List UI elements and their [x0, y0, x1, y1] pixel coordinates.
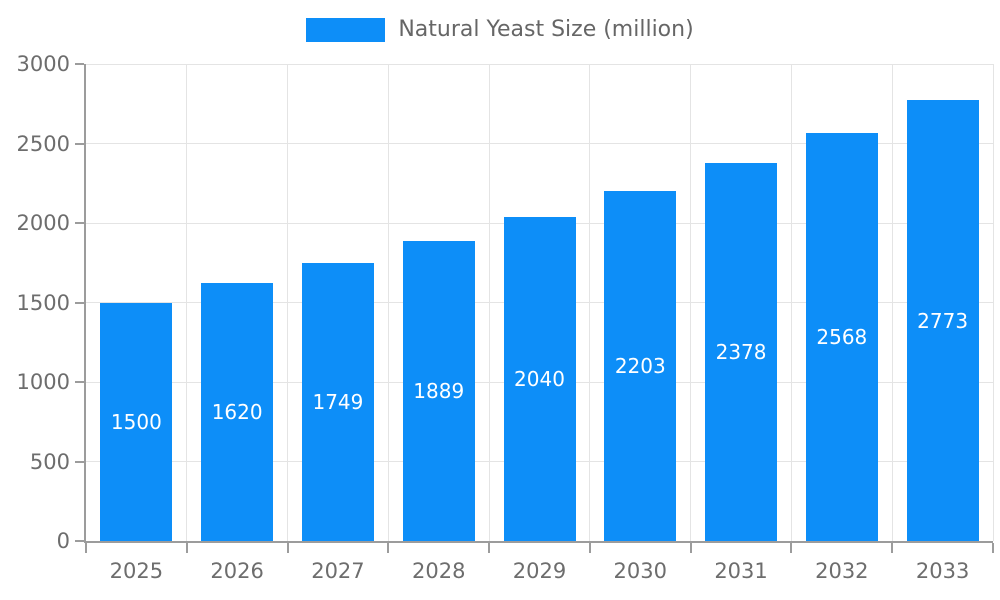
- gridline-horizontal: [86, 143, 993, 144]
- bar-2033[interactable]: 2773: [906, 100, 979, 541]
- y-axis-tick: [75, 381, 84, 383]
- bar-2028[interactable]: 1889: [402, 240, 475, 541]
- bar-value-label: 2568: [816, 324, 868, 349]
- x-axis-label: 2025: [109, 559, 164, 583]
- y-axis-label: 1000: [16, 370, 70, 394]
- bar-value-label: 1749: [312, 389, 364, 414]
- bar-value-label: 1500: [110, 409, 162, 434]
- gridline-vertical: [488, 64, 490, 541]
- y-axis-tick: [75, 222, 84, 224]
- gridline-vertical: [690, 64, 692, 541]
- x-axis-label: 2033: [915, 559, 970, 583]
- x-axis-label: 2031: [714, 559, 768, 583]
- x-axis-tick: [286, 543, 289, 553]
- bar-value-label: 2040: [514, 366, 565, 391]
- y-axis-tick: [75, 460, 84, 463]
- y-axis-label: 3000: [16, 52, 70, 76]
- x-axis-tick: [689, 543, 692, 553]
- bar-2032[interactable]: 2568: [805, 132, 878, 541]
- gridline-vertical: [589, 64, 591, 541]
- bar-2031[interactable]: 2378: [705, 162, 778, 541]
- bar-2027[interactable]: 1749: [301, 262, 374, 541]
- gridline-vertical: [287, 64, 289, 541]
- y-axis-tick: [75, 301, 84, 304]
- x-axis-tick: [387, 543, 390, 553]
- bar-value-label: 2773: [917, 308, 969, 333]
- legend[interactable]: Natural Yeast Size (million): [0, 17, 1000, 43]
- gridline-horizontal: [86, 63, 993, 65]
- x-axis-label: 2026: [210, 559, 264, 583]
- plot-area: 1500 1620 1749 1889 2040 2203 2378 2568 2773 0 50…: [17, 53, 994, 583]
- bar-value-label: 1620: [211, 400, 263, 425]
- x-axis-tick: [85, 543, 87, 553]
- gridline-vertical: [992, 64, 994, 541]
- bar-2025[interactable]: 1500: [100, 302, 173, 541]
- bar-2026[interactable]: 1620: [201, 283, 274, 541]
- y-axis-label: 2500: [16, 131, 70, 156]
- bar-2030[interactable]: 2203: [604, 190, 677, 541]
- x-axis-tick: [588, 543, 591, 553]
- x-axis-label: 2029: [512, 559, 567, 583]
- y-axis-label: 500: [29, 449, 70, 474]
- x-axis-tick: [185, 543, 188, 553]
- bar-2029[interactable]: 2040: [503, 216, 576, 541]
- y-axis-label: 1500: [16, 290, 70, 315]
- y-axis-tick: [75, 540, 84, 542]
- x-axis-tick: [891, 543, 894, 553]
- y-axis-tick: [75, 63, 84, 65]
- y-axis-label: 0: [56, 529, 70, 553]
- x-axis-tick: [992, 543, 994, 553]
- legend-label: Natural Yeast Size (million): [398, 17, 694, 42]
- x-axis-tick: [488, 543, 491, 553]
- x-axis-label: 2032: [815, 559, 869, 583]
- bar-value-label: 2203: [614, 353, 666, 378]
- x-axis-label: 2030: [613, 559, 667, 583]
- gridline-vertical: [387, 64, 389, 541]
- y-axis-tick: [75, 142, 84, 145]
- gridline-vertical: [186, 64, 188, 541]
- legend-swatch: [306, 18, 386, 42]
- x-axis-label: 2027: [311, 559, 365, 583]
- x-axis-tick: [790, 543, 793, 553]
- bar-value-label: 1889: [413, 378, 465, 403]
- bar-value-label: 2378: [715, 339, 767, 364]
- gridline-vertical: [790, 64, 792, 541]
- y-axis-label: 2000: [16, 211, 70, 235]
- gridline-vertical: [891, 64, 893, 541]
- x-axis-label: 2028: [411, 559, 466, 583]
